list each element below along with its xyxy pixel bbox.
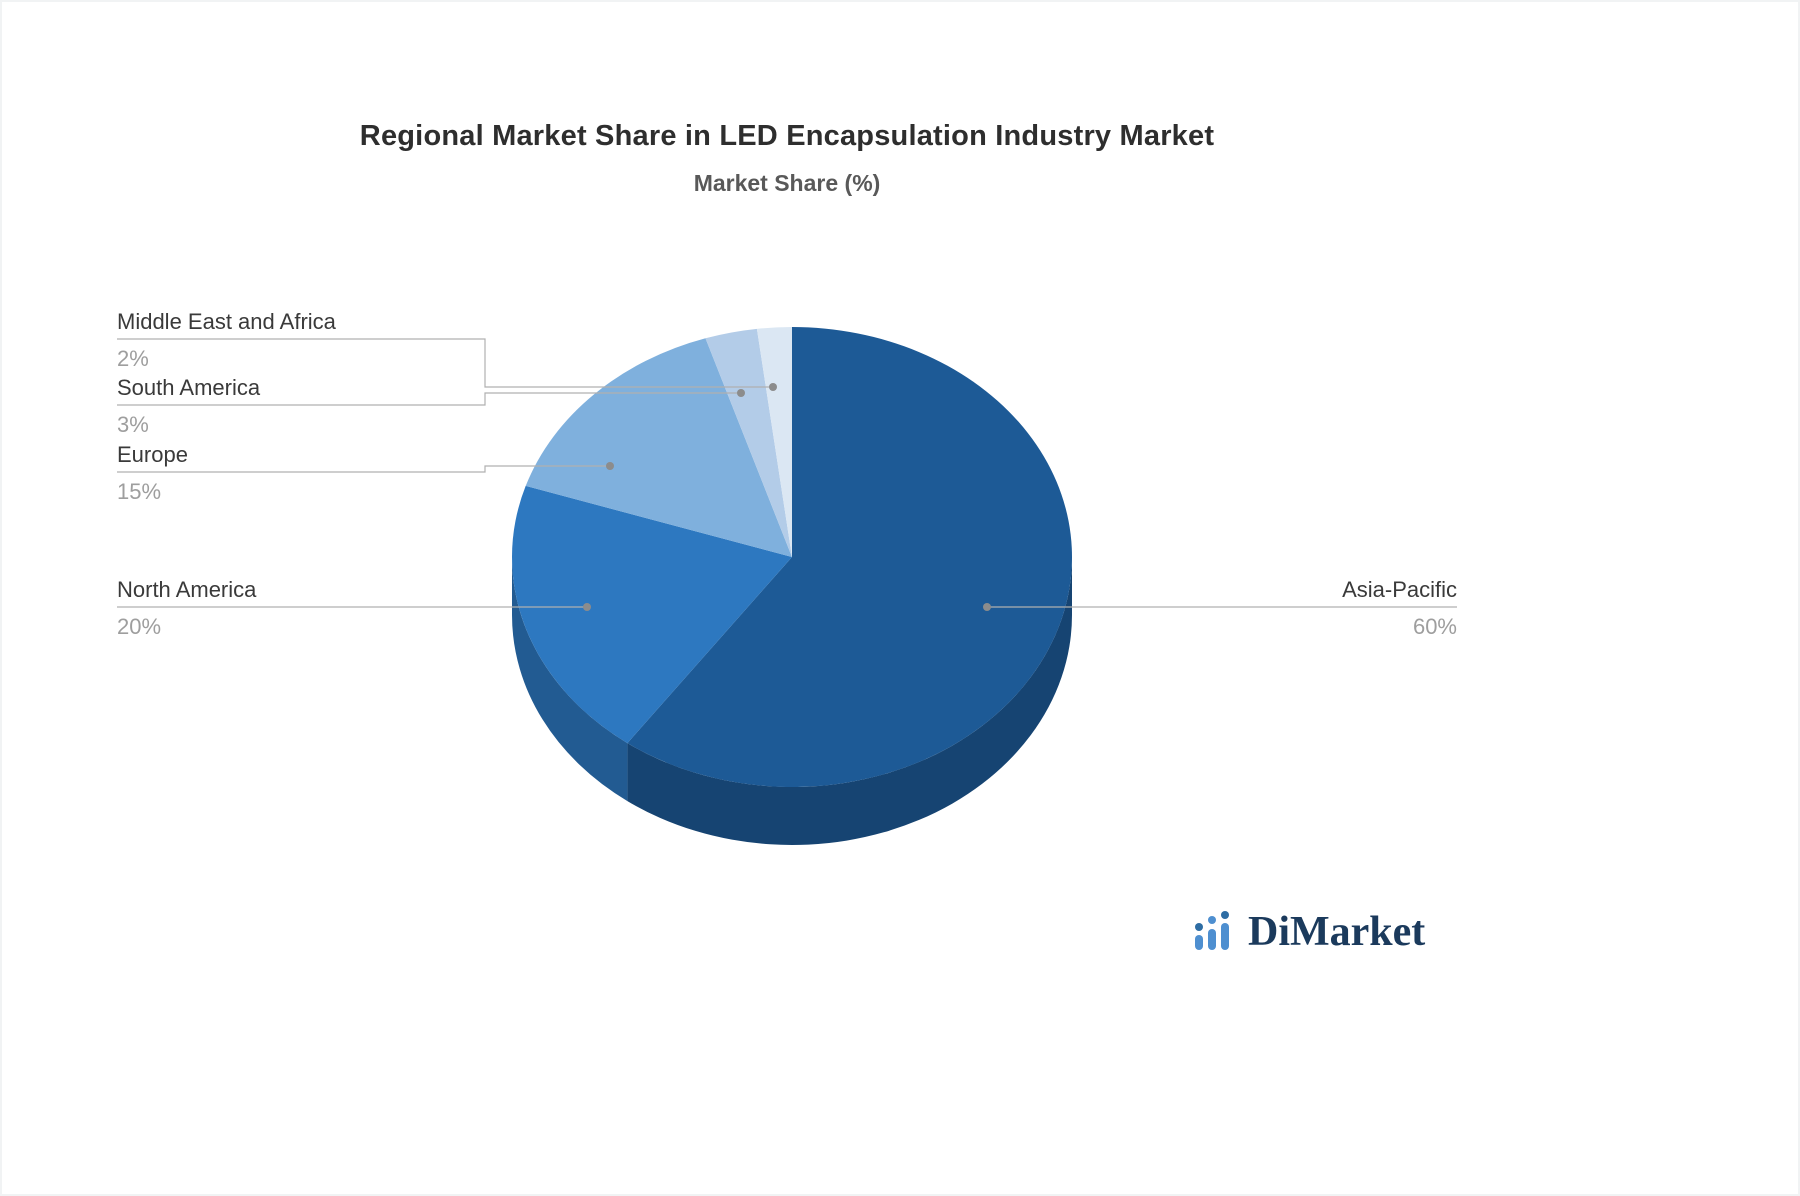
- leader-dot-asia-pacific: [983, 603, 991, 611]
- brand-name: DiMarket: [1248, 909, 1426, 955]
- chart-title: Regional Market Share in LED Encapsulati…: [359, 120, 1215, 152]
- pie-slice-north-america[interactable]: [511, 485, 792, 744]
- leader-line-south-america: [117, 392, 741, 406]
- leader-dot-middle-east-and-africa: [769, 383, 777, 391]
- leader-line-middle-east-and-africa: [117, 338, 773, 388]
- leader-dot-europe: [606, 462, 614, 470]
- leader-dot-south-america: [737, 389, 745, 397]
- pie-slice-side-asia-pacific: [627, 557, 1072, 846]
- pie-slice-middle-east-and-africa[interactable]: [756, 327, 792, 557]
- brand-logo: DiMarket: [1190, 908, 1425, 956]
- chart-subtitle: Market Share (%): [693, 170, 881, 196]
- pie-slice-south-america[interactable]: [705, 328, 792, 557]
- leader-dot-north-america: [583, 603, 591, 611]
- pie-slice-side-north-america: [512, 557, 628, 802]
- bar-chart-icon: [1195, 911, 1229, 950]
- leader-line-europe: [117, 465, 610, 473]
- pie-slice-asia-pacific[interactable]: [627, 326, 1072, 787]
